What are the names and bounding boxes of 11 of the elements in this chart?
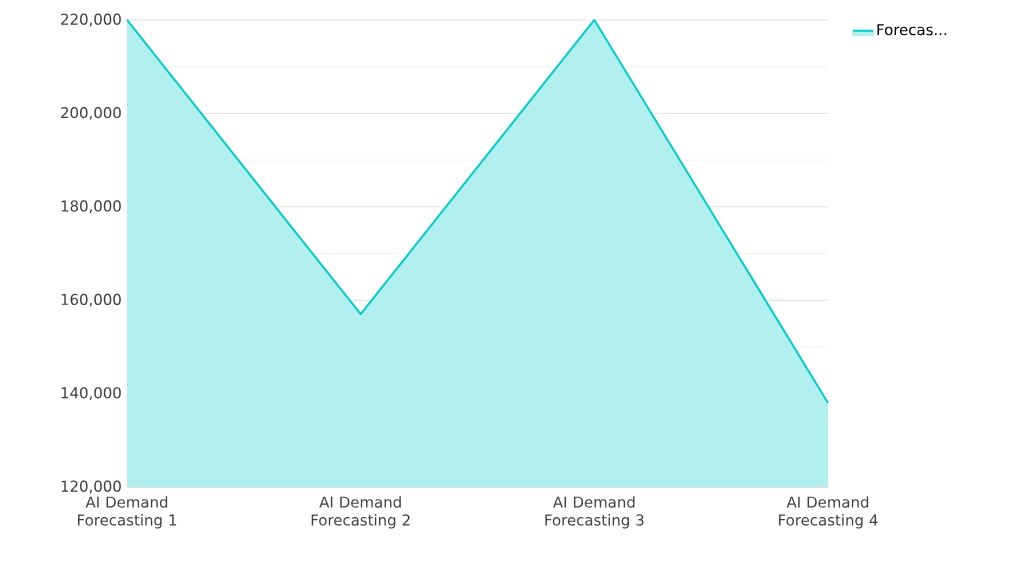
y-tick-label: 160,000: [61, 293, 121, 307]
x-tick-label: AI Demand Forecasting 2: [311, 496, 410, 529]
x-tick-label: AI Demand Forecasting 1: [78, 496, 177, 529]
x-tick-label: AI Demand Forecasting 4: [779, 496, 878, 529]
legend-label: Forecas...: [877, 24, 947, 36]
y-tick-label: 200,000: [61, 106, 121, 120]
y-tick-label: 180,000: [61, 200, 121, 214]
y-tick-label: 220,000: [61, 13, 121, 27]
x-tick-label: AI Demand Forecasting 3: [545, 496, 644, 529]
y-tick-label: 120,000: [61, 480, 121, 494]
y-tick-label: 140,000: [61, 387, 121, 400]
